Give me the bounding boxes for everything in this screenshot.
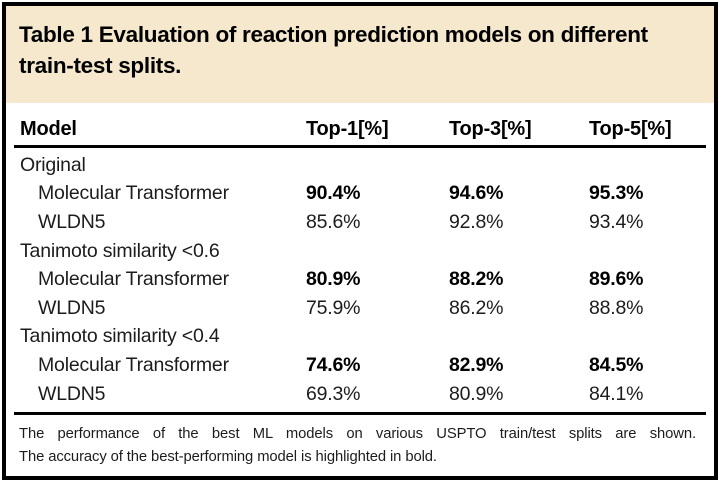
column-header-top3: Top-3[%] — [449, 118, 532, 140]
table-title-line-1: Table 1 Evaluation of reaction predictio… — [19, 22, 648, 47]
row-label: Molecular Transformer — [38, 353, 229, 376]
cell-value: 95.3% — [589, 182, 644, 205]
table-footnote: The performance of the best ML models on… — [6, 415, 714, 468]
cell-value: 84.5% — [589, 353, 644, 376]
row-label: WLDN5 — [38, 382, 106, 405]
row-label: WLDN5 — [38, 210, 106, 233]
footnote-line-1: The performance of the best ML models on… — [19, 426, 696, 443]
table-row-model: Molecular Transformer 80.9% 88.2% 89.6% — [14, 265, 706, 294]
column-header-top1: Top-1[%] — [306, 118, 389, 140]
footnote-separator — [14, 412, 706, 416]
cell-value: 93.4% — [589, 210, 644, 233]
table-row-model: Molecular Transformer 90.4% 94.6% 95.3% — [14, 180, 706, 209]
table-title-line-2: train-test splits. — [19, 53, 182, 78]
cell-value: 82.9% — [449, 353, 504, 376]
cell-value: 88.2% — [449, 268, 504, 291]
cell-value: 86.2% — [449, 296, 504, 319]
table-row-group: Tanimoto similarity <0.6 — [14, 237, 706, 266]
cell-value: 88.8% — [589, 296, 644, 319]
table-header-row: Model Top-1[%] Top-3[%] Top-5[%] — [14, 103, 706, 148]
column-header-model: Model — [20, 118, 77, 140]
row-label: Original — [20, 153, 86, 176]
table-row-group: Tanimoto similarity <0.4 — [14, 323, 706, 352]
results-table: Model Top-1[%] Top-3[%] Top-5[%] Origina… — [14, 103, 706, 408]
footnote-line-2: The accuracy of the best-performing mode… — [19, 448, 437, 465]
cell-value: 80.9% — [449, 382, 504, 405]
table-row-model: WLDN5 85.6% 92.8% 93.4% — [14, 208, 706, 237]
table-row-model: WLDN5 75.9% 86.2% 88.8% — [14, 294, 706, 323]
table-body: Original Molecular Transformer 90.4% 94.6% 9… — [14, 148, 706, 408]
cell-value: 92.8% — [449, 210, 504, 233]
table-row-model: Molecular Transformer 74.6% 82.9% 84.5% — [14, 351, 706, 380]
table-row-group: Original — [14, 151, 706, 180]
row-label: Molecular Transformer — [38, 182, 229, 205]
cell-value: 90.4% — [306, 182, 361, 205]
table-row-model: WLDN5 69.3% 80.9% 84.1% — [14, 380, 706, 409]
table-title-band: Table 1 Evaluation of reaction predictio… — [6, 6, 714, 103]
cell-value: 84.1% — [589, 382, 644, 405]
cell-value: 94.6% — [449, 182, 504, 205]
cell-value: 89.6% — [589, 268, 644, 291]
cell-value: 85.6% — [306, 210, 361, 233]
row-label: Molecular Transformer — [38, 268, 229, 291]
row-label: Tanimoto similarity <0.4 — [20, 325, 220, 348]
cell-value: 74.6% — [306, 353, 361, 376]
cell-value: 69.3% — [306, 382, 361, 405]
cell-value: 80.9% — [306, 268, 361, 291]
column-header-top5: Top-5[%] — [589, 118, 672, 140]
row-label: WLDN5 — [38, 296, 106, 319]
cell-value: 75.9% — [306, 296, 361, 319]
row-label: Tanimoto similarity <0.6 — [20, 239, 220, 262]
